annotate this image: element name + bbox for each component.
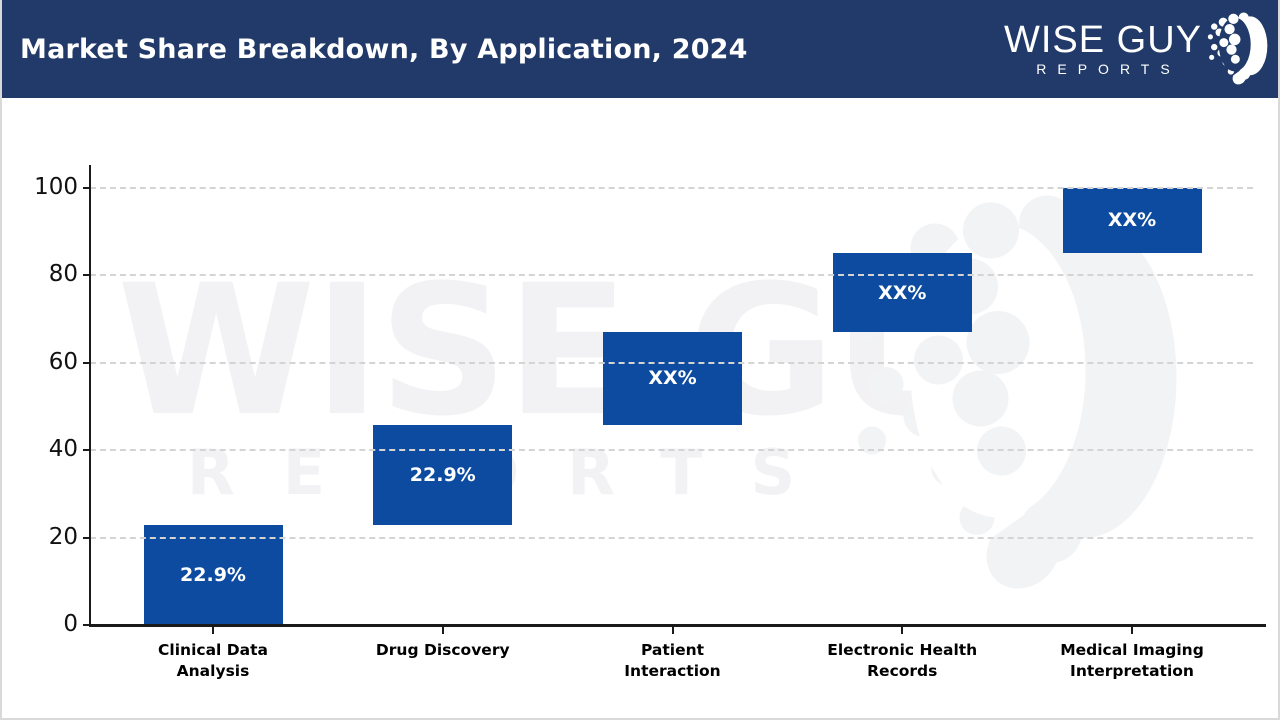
y-tick-label: 0 — [63, 611, 78, 637]
page-title: Market Share Breakdown, By Application, … — [20, 33, 748, 65]
bar-4: XX% — [832, 253, 972, 332]
bar-3: XX% — [603, 331, 742, 425]
bar-value-label: XX% — [878, 281, 927, 304]
gridline-80 — [90, 274, 1253, 276]
category-label-4: Electronic Health Records — [827, 641, 978, 680]
category-label-2: Drug Discovery — [375, 641, 510, 659]
gridline-40 — [90, 449, 1253, 451]
header-bar: Market Share Breakdown, By Application, … — [2, 0, 1278, 98]
logo-brand-name: WISE GUY — [1003, 19, 1202, 61]
y-tick-mark — [83, 186, 90, 189]
bar-1: 22.9% — [143, 524, 283, 625]
y-tick-label: 60 — [48, 348, 78, 375]
bar-2: 22.9% — [373, 424, 513, 525]
y-tick-mark — [83, 624, 90, 626]
gridline-100 — [90, 186, 1253, 189]
y-tick-label: 20 — [48, 523, 78, 550]
gridline-20 — [90, 536, 1253, 539]
y-tick-mark — [83, 536, 90, 539]
category-label-3: Patient Interaction — [624, 641, 721, 680]
x-tick-mark — [1131, 627, 1133, 634]
wise-guy-reports-logo: WISE GUY REPORTS — [1004, 9, 1278, 89]
category-label-1: Clinical Data Analysis — [158, 641, 268, 680]
category-label-5: Medical Imaging Interpretation — [1060, 641, 1204, 680]
x-tick-mark — [671, 627, 674, 634]
y-tick-mark — [83, 449, 90, 451]
y-tick-mark — [83, 274, 90, 276]
bar-value-label: 22.9% — [180, 563, 246, 586]
logo-head-icon — [1207, 12, 1268, 85]
logo-brand-sub: REPORTS — [1036, 61, 1181, 77]
bar-value-label: XX% — [648, 367, 697, 390]
gridline-60 — [90, 361, 1253, 364]
x-tick-mark — [212, 627, 214, 634]
y-tick-label: 100 — [34, 173, 78, 200]
y-tick-mark — [83, 361, 90, 364]
bar-value-label: 22.9% — [409, 463, 476, 486]
y-tick-label: 40 — [48, 436, 78, 462]
x-tick-mark — [901, 627, 904, 634]
x-tick-mark — [441, 627, 444, 634]
y-tick-label: 80 — [48, 261, 78, 287]
bar-5: XX% — [1062, 187, 1202, 254]
bar-value-label: XX% — [1107, 209, 1157, 232]
logo-text: WISE GUY REPORTS — [1004, 20, 1202, 78]
y-axis-line — [89, 165, 91, 625]
x-axis-line — [89, 624, 1266, 627]
